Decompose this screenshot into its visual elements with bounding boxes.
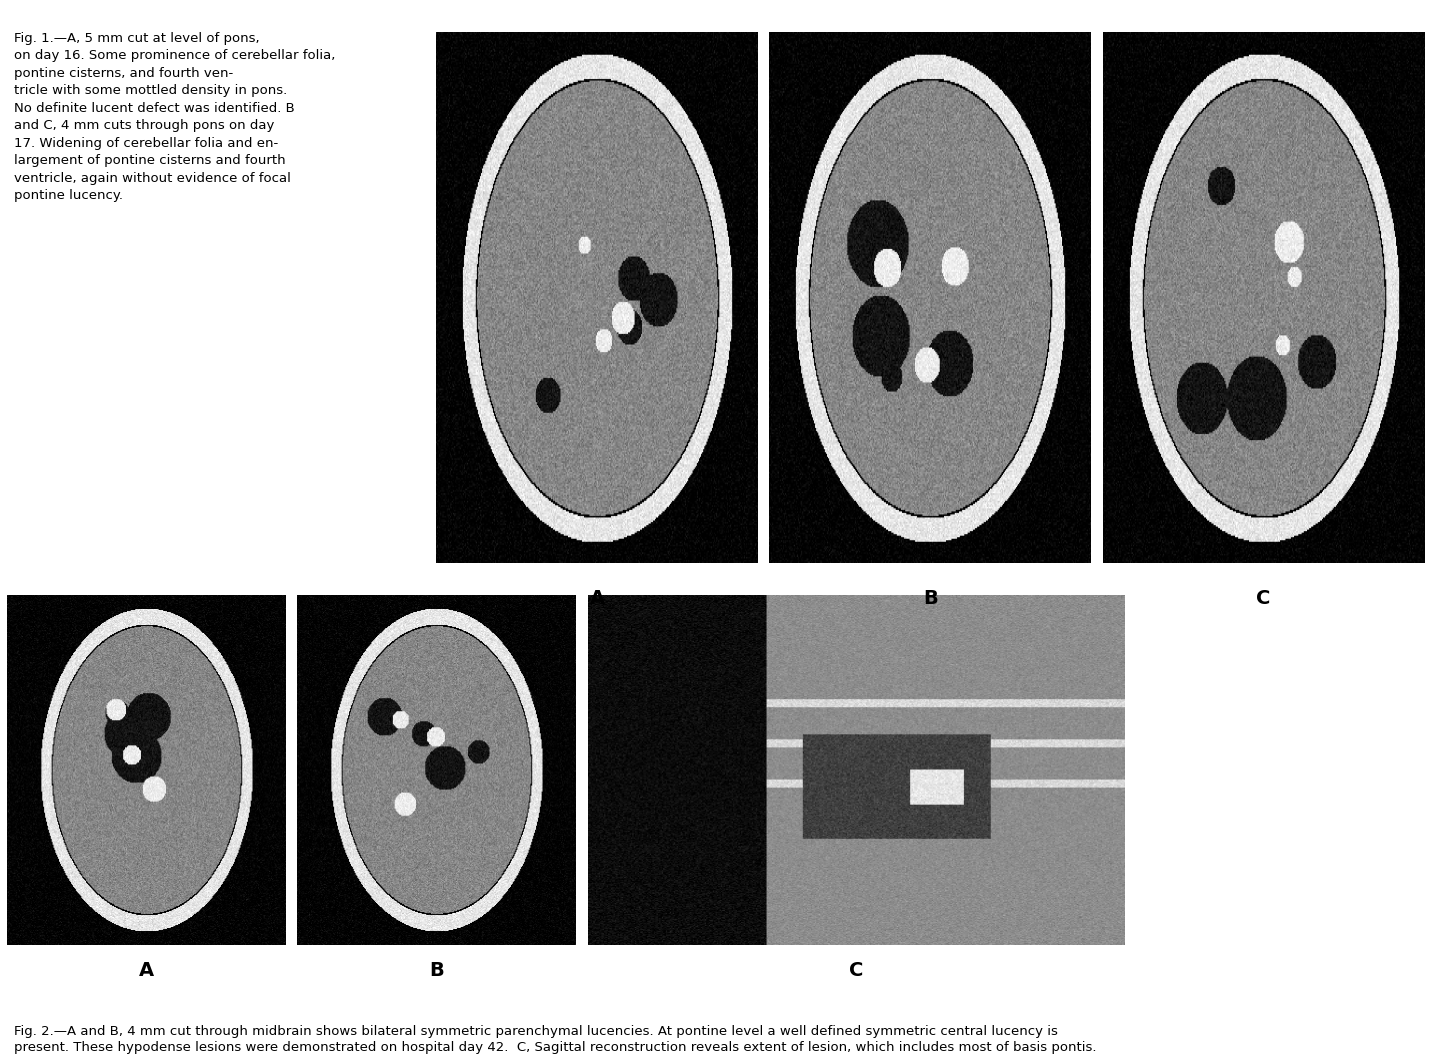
Text: B: B <box>429 961 445 980</box>
Text: A: A <box>589 589 605 609</box>
Text: C: C <box>848 961 864 980</box>
Text: C: C <box>1256 589 1271 609</box>
Text: A: A <box>139 961 154 980</box>
Text: Fig. 1.—A, 5 mm cut at level of pons,
on day 16. Some prominence of cerebellar f: Fig. 1.—A, 5 mm cut at level of pons, on… <box>14 32 336 203</box>
Text: Fig. 2.—A and B, 4 mm cut through midbrain shows bilateral symmetric parenchymal: Fig. 2.—A and B, 4 mm cut through midbra… <box>14 1025 1097 1054</box>
Text: B: B <box>922 589 938 609</box>
